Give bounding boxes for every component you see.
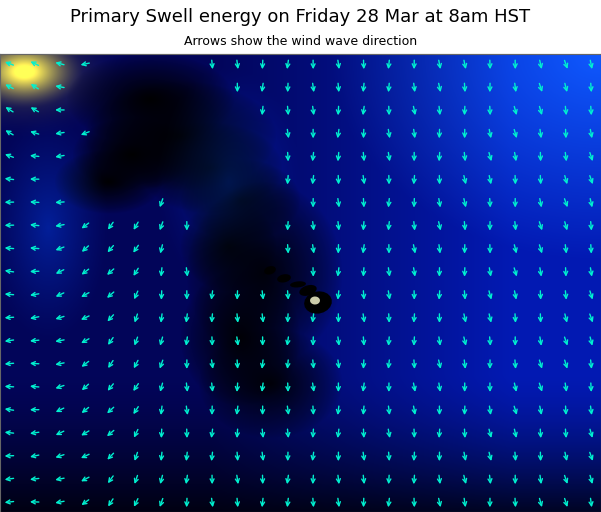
Text: Arrows show the wind wave direction: Arrows show the wind wave direction (184, 35, 417, 49)
Polygon shape (290, 281, 306, 287)
Polygon shape (310, 296, 320, 305)
Polygon shape (299, 285, 317, 296)
Polygon shape (264, 266, 276, 274)
Polygon shape (277, 274, 291, 283)
Polygon shape (304, 291, 332, 313)
Text: Primary Swell energy on Friday 28 Mar at 8am HST: Primary Swell energy on Friday 28 Mar at… (70, 8, 531, 26)
